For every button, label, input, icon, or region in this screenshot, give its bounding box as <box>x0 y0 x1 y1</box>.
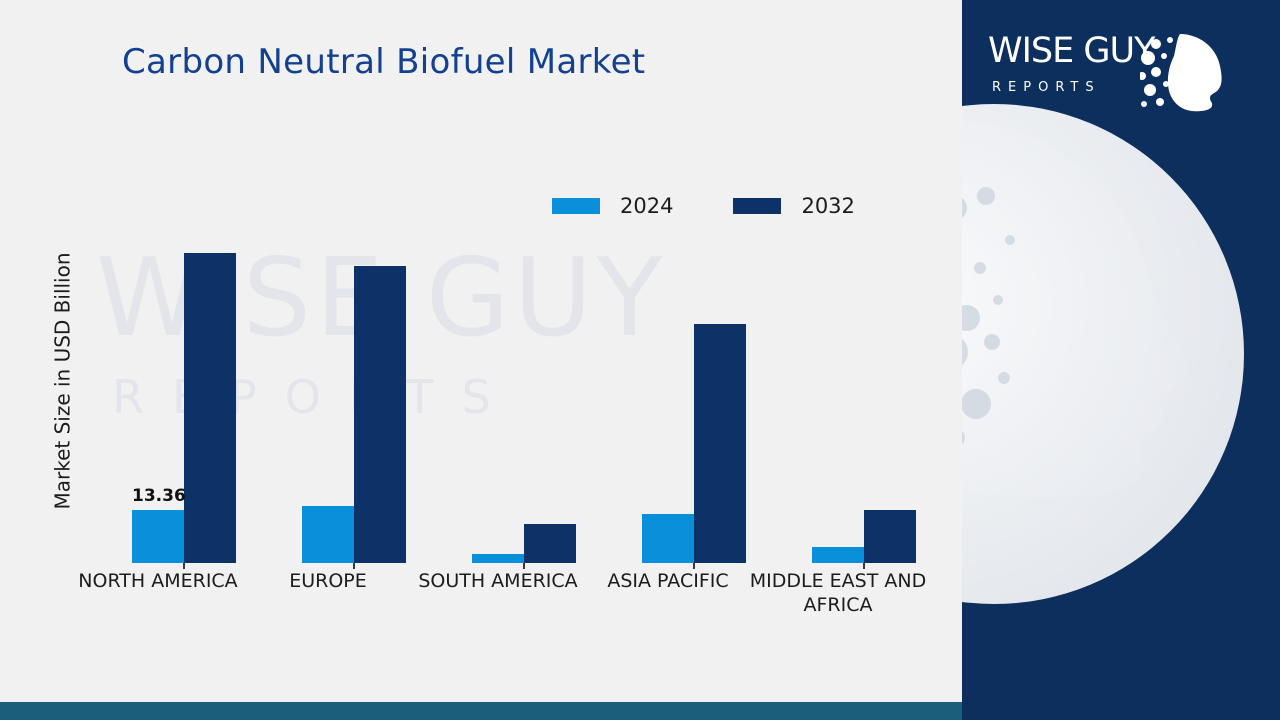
chart-region: Market Size in USD Billion 2024 2032 NOR… <box>46 194 930 616</box>
legend-swatch-2024 <box>552 198 600 214</box>
x-axis-category-label: MIDDLE EAST AND AFRICA <box>749 570 927 616</box>
x-axis-tick <box>183 563 185 569</box>
bar-2032[interactable] <box>694 323 746 563</box>
bar-2032[interactable] <box>184 252 236 563</box>
legend-item-2032[interactable]: 2032 <box>733 194 855 218</box>
x-axis-category-label: ASIA PACIFIC <box>607 570 729 592</box>
y-axis-label-text: Market Size in USD Billion <box>51 252 75 510</box>
plot-area: NORTH AMERICA EUROPE SOUTH AMERICA ASIA PAC… <box>78 200 930 616</box>
x-axis-category-label: EUROPE <box>289 570 367 592</box>
legend-swatch-2032 <box>733 198 782 214</box>
legend-label-2024: 2024 <box>620 194 674 218</box>
x-axis-tick <box>523 563 525 569</box>
bar-group <box>110 200 260 569</box>
logo-wordmark: WISE GUY <box>988 31 1156 71</box>
bar-2024[interactable] <box>812 547 864 563</box>
page-title: Carbon Neutral Biofuel Market <box>122 42 646 82</box>
bar-2024[interactable] <box>642 514 694 563</box>
legend-item-2024[interactable]: 2024 <box>552 194 673 218</box>
x-axis-category-label: SOUTH AMERICA <box>418 570 578 592</box>
bottom-accent-strip <box>0 702 962 720</box>
chart-legend: 2024 2032 <box>552 194 855 218</box>
bar-2032[interactable] <box>524 524 576 563</box>
bar-2024[interactable] <box>472 553 524 563</box>
brand-panel <box>962 0 1280 720</box>
x-axis-tick <box>863 563 865 569</box>
bar-2032[interactable] <box>864 510 916 563</box>
bar-group <box>620 200 770 569</box>
bar-value-label: 13.36 <box>132 486 186 507</box>
logo-head-icon <box>1140 34 1222 112</box>
logo-subtext: REPORTS <box>992 80 1101 95</box>
brand-logo: WISE GUY REPORTS <box>988 31 1222 112</box>
y-axis-label: Market Size in USD Billion <box>46 196 80 566</box>
x-axis-tick <box>693 563 695 569</box>
x-axis-category-label: NORTH AMERICA <box>78 570 238 592</box>
x-axis-tick <box>353 563 355 569</box>
bar-group <box>280 200 430 569</box>
circuit-dots-graphic <box>962 187 1015 445</box>
bar-group <box>790 200 940 569</box>
legend-label-2032: 2032 <box>801 194 855 218</box>
bar-2024[interactable] <box>302 506 354 563</box>
bar-2032[interactable] <box>354 265 406 563</box>
bar-group <box>450 200 600 569</box>
bar-2024[interactable] <box>132 510 184 563</box>
